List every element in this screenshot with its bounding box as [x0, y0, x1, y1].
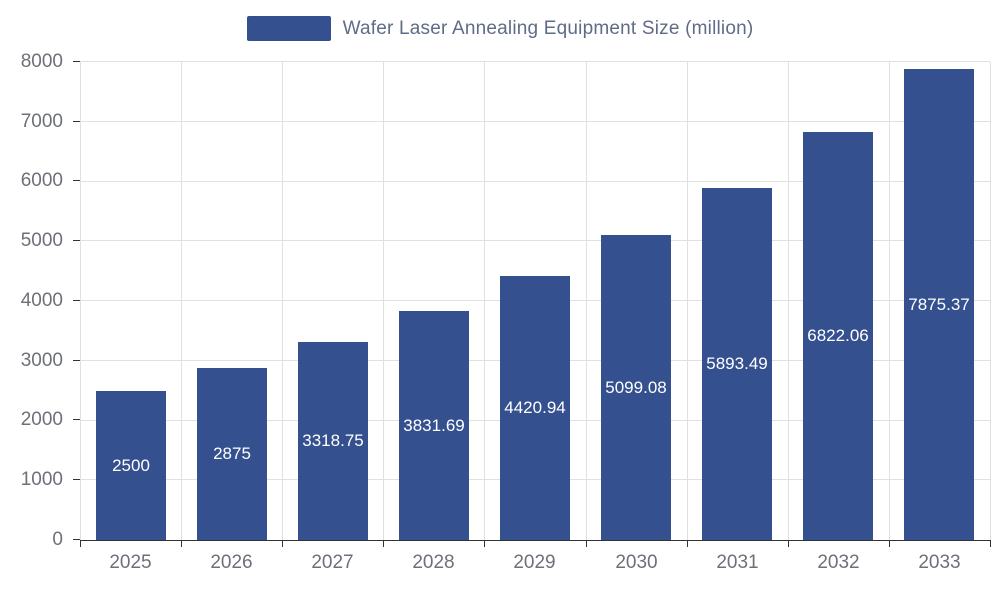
bar[interactable]: 2875: [197, 368, 267, 540]
v-gridline: [687, 62, 688, 540]
y-axis-label: 7000: [20, 111, 63, 132]
h-gridline: [80, 61, 990, 62]
bar-value-label: 7875.37: [908, 294, 970, 314]
x-axis-tick: [586, 541, 587, 547]
x-axis-tick: [990, 541, 991, 547]
y-axis-label: 2000: [20, 409, 63, 430]
y-axis-label: 1000: [20, 469, 63, 490]
bar[interactable]: 5893.49: [702, 188, 772, 540]
x-axis-label: 2032: [817, 552, 860, 573]
x-axis-tick: [788, 541, 789, 547]
x-axis-tick: [383, 541, 384, 547]
bar-value-label: 5099.08: [605, 377, 667, 397]
x-axis-label: 2028: [412, 552, 455, 573]
bar[interactable]: 3831.69: [399, 311, 469, 540]
y-axis-label: 3000: [20, 350, 63, 371]
v-gridline: [181, 62, 182, 540]
h-gridline: [80, 120, 990, 122]
v-gridline: [282, 62, 283, 540]
y-axis-tick: [73, 300, 80, 301]
h-gridline: [80, 180, 990, 182]
y-axis-tick: [73, 180, 80, 181]
y-axis-tick: [73, 539, 80, 540]
x-axis-label: 2030: [615, 552, 658, 573]
v-gridline: [990, 62, 991, 540]
x-axis-tick: [889, 541, 890, 547]
y-axis-tick: [73, 121, 80, 122]
v-gridline: [484, 62, 485, 540]
bar[interactable]: 5099.08: [601, 235, 671, 540]
x-axis-tick: [484, 541, 485, 547]
bar[interactable]: 7875.37: [904, 69, 974, 540]
v-gridline: [889, 62, 890, 540]
x-axis-label: 2033: [918, 552, 961, 573]
y-axis-tick: [73, 61, 80, 62]
bar-value-label: 4420.94: [504, 398, 566, 417]
y-axis-label: 6000: [20, 170, 63, 191]
v-gridline: [80, 62, 81, 540]
x-axis-label: 2027: [311, 552, 354, 573]
y-axis-label: 5000: [20, 230, 63, 251]
bar[interactable]: 6822.06: [803, 132, 873, 540]
x-axis-line: [80, 540, 991, 541]
y-axis-tick: [73, 479, 80, 480]
v-gridline: [788, 62, 789, 540]
x-axis-label: 2025: [109, 552, 152, 573]
bar-value-label: 3831.69: [403, 415, 465, 435]
bar-value-label: 3318.75: [302, 431, 364, 450]
bar-value-label: 2500: [112, 455, 150, 475]
y-axis-label: 4000: [20, 290, 63, 311]
x-axis-tick: [80, 541, 81, 547]
x-axis-labels: 2025 2026 2027 2028 2029 2030 2031 2032 2033: [80, 552, 990, 582]
y-axis-tick: [73, 360, 80, 361]
x-axis-tick: [181, 541, 182, 547]
bar-value-label: 5893.49: [706, 354, 768, 373]
plot-area: 2500 2875 3318.75 3831.69 4420.94 5099.08 5893…: [80, 61, 991, 540]
y-axis-tick: [73, 240, 80, 241]
y-axis-label: 8000: [20, 51, 63, 72]
x-axis-label: 2026: [210, 552, 253, 573]
bar[interactable]: 4420.94: [500, 276, 570, 540]
bar[interactable]: 2500: [96, 391, 166, 540]
x-axis-label: 2029: [513, 552, 556, 573]
y-axis-tick: [73, 419, 80, 420]
v-gridline: [383, 62, 384, 540]
legend-swatch: [246, 16, 331, 41]
y-axis-label: 0: [52, 529, 63, 550]
x-axis-label: 2031: [716, 552, 759, 573]
x-axis-tick: [282, 541, 283, 547]
bar-value-label: 2875: [213, 444, 251, 463]
v-gridline: [586, 62, 587, 540]
bar-value-label: 6822.06: [807, 326, 869, 345]
y-axis: 0 1000 2000 3000 4000 5000 6000 7000 8000: [0, 51, 80, 550]
legend-label: Wafer Laser Annealing Equipment Size (mi…: [342, 17, 754, 39]
legend-item[interactable]: Wafer Laser Annealing Equipment Size (mi…: [0, 16, 1000, 41]
h-gridline: [80, 240, 990, 242]
bar[interactable]: 3318.75: [298, 342, 368, 540]
x-axis-tick: [687, 541, 688, 547]
